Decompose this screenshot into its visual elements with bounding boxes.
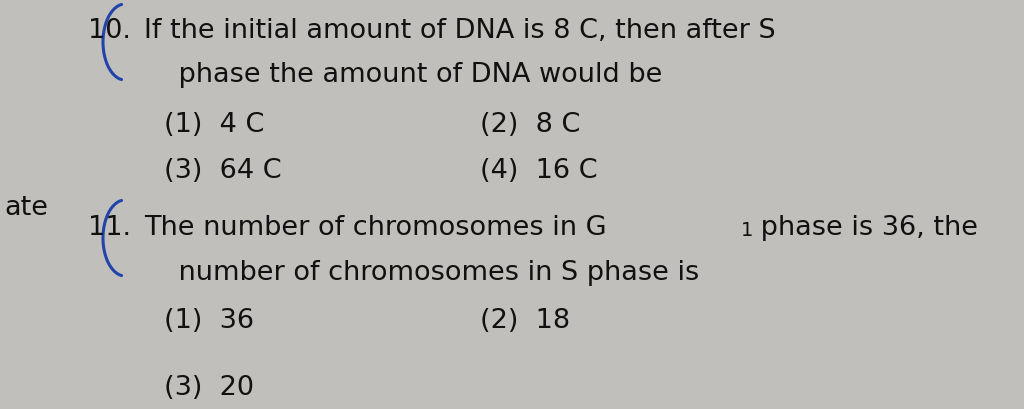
- Text: (3)  20: (3) 20: [164, 375, 254, 401]
- Text: ate: ate: [4, 195, 48, 221]
- Text: (1)  4 C: (1) 4 C: [164, 112, 264, 138]
- Text: number of chromosomes in S phase is: number of chromosomes in S phase is: [144, 260, 699, 286]
- Text: (3)  64 C: (3) 64 C: [164, 158, 282, 184]
- Text: phase is 36, the: phase is 36, the: [752, 215, 978, 241]
- Text: The number of chromosomes in G: The number of chromosomes in G: [144, 215, 606, 241]
- Text: (2)  18: (2) 18: [480, 308, 570, 334]
- Text: If the initial amount of DNA is 8 C, then after S: If the initial amount of DNA is 8 C, the…: [144, 18, 775, 44]
- Text: phase the amount of DNA would be: phase the amount of DNA would be: [144, 62, 663, 88]
- Text: 11.: 11.: [88, 215, 131, 241]
- Text: (4)  16 C: (4) 16 C: [480, 158, 598, 184]
- Text: (1)  36: (1) 36: [164, 308, 254, 334]
- Text: 10.: 10.: [88, 18, 131, 44]
- Text: (2)  8 C: (2) 8 C: [480, 112, 581, 138]
- Text: 1: 1: [741, 221, 754, 240]
